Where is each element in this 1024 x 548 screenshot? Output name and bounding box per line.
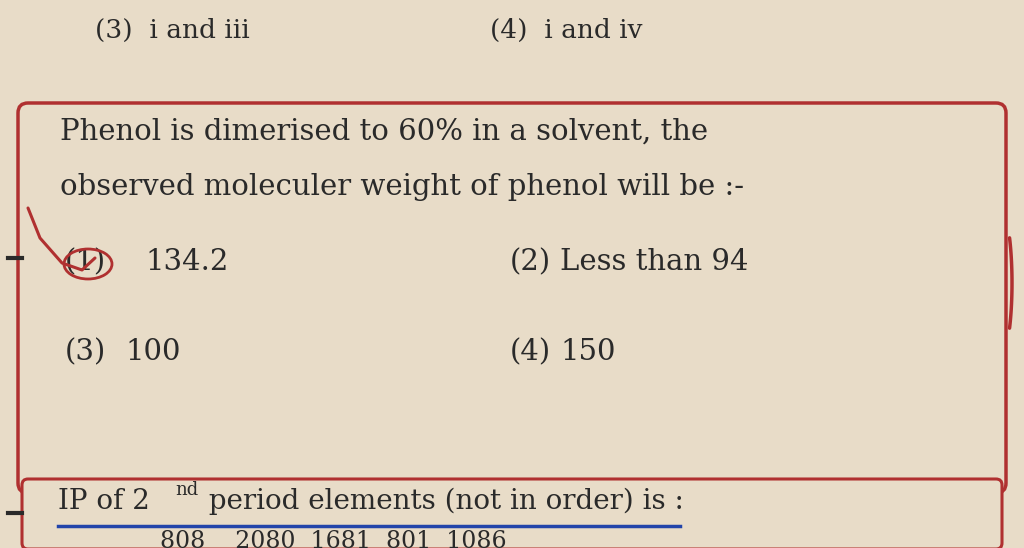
FancyBboxPatch shape <box>22 479 1002 548</box>
Text: Phenol is dimerised to 60% in a solvent, the: Phenol is dimerised to 60% in a solvent,… <box>60 118 709 146</box>
FancyBboxPatch shape <box>18 103 1006 493</box>
Text: nd: nd <box>175 481 199 499</box>
Text: (1): (1) <box>65 248 106 276</box>
Text: 134.2: 134.2 <box>145 248 228 276</box>
Text: (4)  i and iv: (4) i and iv <box>490 18 642 43</box>
Text: Less than 94: Less than 94 <box>560 248 749 276</box>
Text: 808    2080  1681  801  1086: 808 2080 1681 801 1086 <box>100 530 507 548</box>
Text: IP of 2: IP of 2 <box>58 488 150 515</box>
Text: (3): (3) <box>65 338 106 366</box>
Text: 100: 100 <box>125 338 180 366</box>
Text: observed moleculer weight of phenol will be :-: observed moleculer weight of phenol will… <box>60 173 744 201</box>
Text: 150: 150 <box>560 338 615 366</box>
Text: (3)  i and iii: (3) i and iii <box>95 18 250 43</box>
Text: (4): (4) <box>510 338 551 366</box>
Text: (2): (2) <box>510 248 551 276</box>
Text: period elements (not in order) is :: period elements (not in order) is : <box>200 488 684 515</box>
